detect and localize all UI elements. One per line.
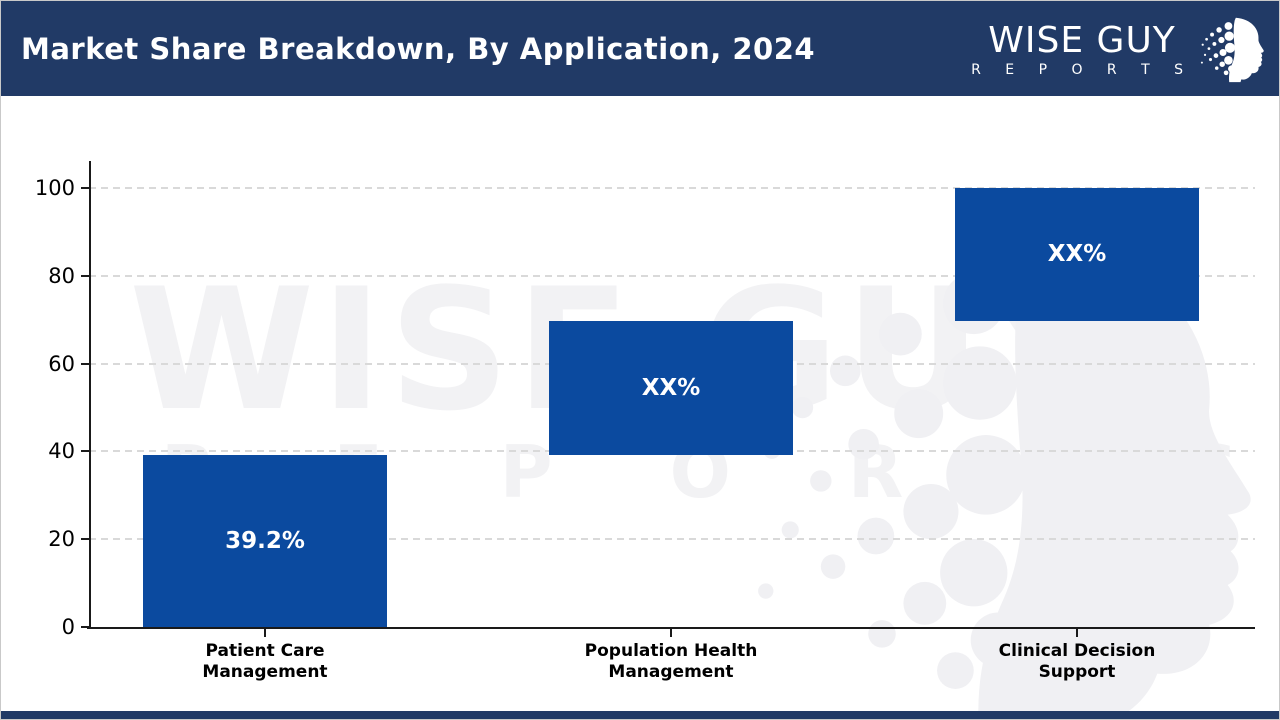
y-tick-label: 0 <box>61 615 75 639</box>
brand-logo-text: WISE GUY R E P O R T S <box>971 21 1193 78</box>
x-axis-category-line: Population Health <box>584 641 758 661</box>
y-tick-label: 40 <box>48 439 75 464</box>
y-axis-tick <box>81 274 89 277</box>
bar-value-label: 39.2% <box>225 527 305 554</box>
x-axis-line <box>87 627 1255 629</box>
y-axis-tick <box>81 187 89 189</box>
x-axis-category-line: Clinical Decision <box>998 641 1156 661</box>
gridline <box>89 187 1255 189</box>
footer-bar <box>1 711 1279 719</box>
x-axis-category-label: Clinical Decision Support <box>897 641 1257 684</box>
brand-logo: WISE GUY R E P O R T S <box>971 7 1267 91</box>
bar-value-label: XX% <box>641 374 701 401</box>
y-tick-label: 60 <box>48 351 75 376</box>
y-tick-label: 100 <box>34 176 75 200</box>
x-axis-category-label: Population Health Management <box>491 641 851 684</box>
y-tick-label: 20 <box>48 527 75 552</box>
y-tick-label: 80 <box>48 263 75 288</box>
bar-segment: 39.2% <box>143 454 387 627</box>
brand-subtitle: R E P O R T S <box>971 61 1193 78</box>
y-axis-tick <box>81 450 89 453</box>
bar-value-label: XX% <box>1047 241 1107 268</box>
x-axis-category-line: Management <box>202 662 328 683</box>
brand-name: WISE GUY <box>988 20 1176 61</box>
x-axis-category-line: Management <box>608 662 734 683</box>
x-axis-tick <box>670 629 672 637</box>
head-profile-icon <box>1200 17 1264 83</box>
y-axis-tick <box>81 626 89 628</box>
x-axis-category-line: Patient Care <box>205 641 325 661</box>
y-axis-line <box>89 161 91 629</box>
gridline <box>89 274 1255 277</box>
header-bar: Market Share Breakdown, By Application, … <box>1 1 1279 96</box>
bar-segment: XX% <box>955 188 1199 321</box>
bar-segment: XX% <box>549 320 793 455</box>
y-axis-tick <box>81 362 89 365</box>
x-axis-tick <box>1076 629 1078 637</box>
page-title: Market Share Breakdown, By Application, … <box>21 31 816 66</box>
x-axis-category-line: Support <box>1038 662 1116 683</box>
x-axis-tick <box>264 629 266 637</box>
x-axis-category-label: Patient Care Management <box>85 641 445 684</box>
gridline <box>89 538 1255 541</box>
y-axis-tick <box>81 538 89 541</box>
